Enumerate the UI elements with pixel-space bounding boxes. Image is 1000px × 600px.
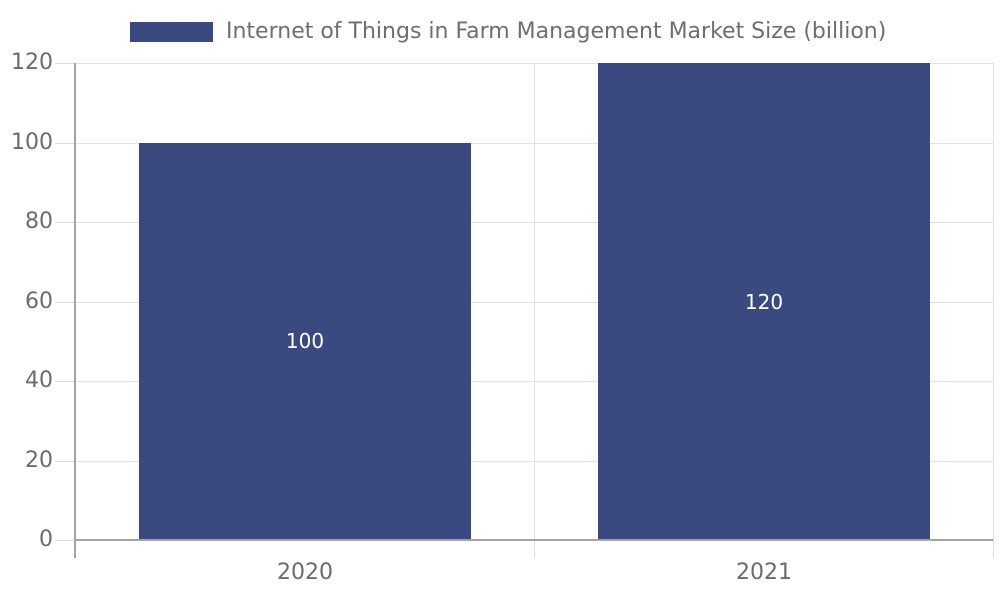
x-axis-label: 2021 [736, 560, 792, 585]
x-split-line [534, 63, 535, 540]
y-axis-label: 20 [25, 448, 53, 473]
y-axis-tick [55, 302, 75, 303]
y-axis-label: 40 [25, 368, 53, 393]
bar-2020[interactable] [139, 143, 471, 541]
y-axis-label: 100 [11, 130, 53, 155]
x-axis-line [74, 539, 993, 541]
y-axis-tick [55, 540, 75, 541]
x-split-line [993, 63, 994, 540]
y-axis-line [74, 63, 76, 558]
y-axis-label: 60 [25, 289, 53, 314]
y-axis-tick [55, 143, 75, 144]
x-axis-label: 2020 [277, 560, 333, 585]
y-axis-tick [55, 222, 75, 223]
y-axis-tick [55, 381, 75, 382]
x-axis-tick [993, 540, 994, 558]
legend-label: Internet of Things in Farm Management Ma… [226, 19, 887, 44]
chart-legend[interactable]: Internet of Things in Farm Management Ma… [130, 21, 886, 43]
bar-2021[interactable] [598, 63, 930, 540]
bar-value-label: 100 [285, 329, 325, 353]
bar-value-label: 120 [744, 290, 784, 314]
legend-swatch-icon [130, 22, 213, 42]
y-axis-label: 0 [39, 527, 53, 552]
y-axis-label: 120 [11, 50, 53, 75]
y-axis-tick [55, 63, 75, 64]
x-axis-tick [534, 540, 535, 558]
y-axis-label: 80 [25, 209, 53, 234]
y-axis-tick [55, 461, 75, 462]
